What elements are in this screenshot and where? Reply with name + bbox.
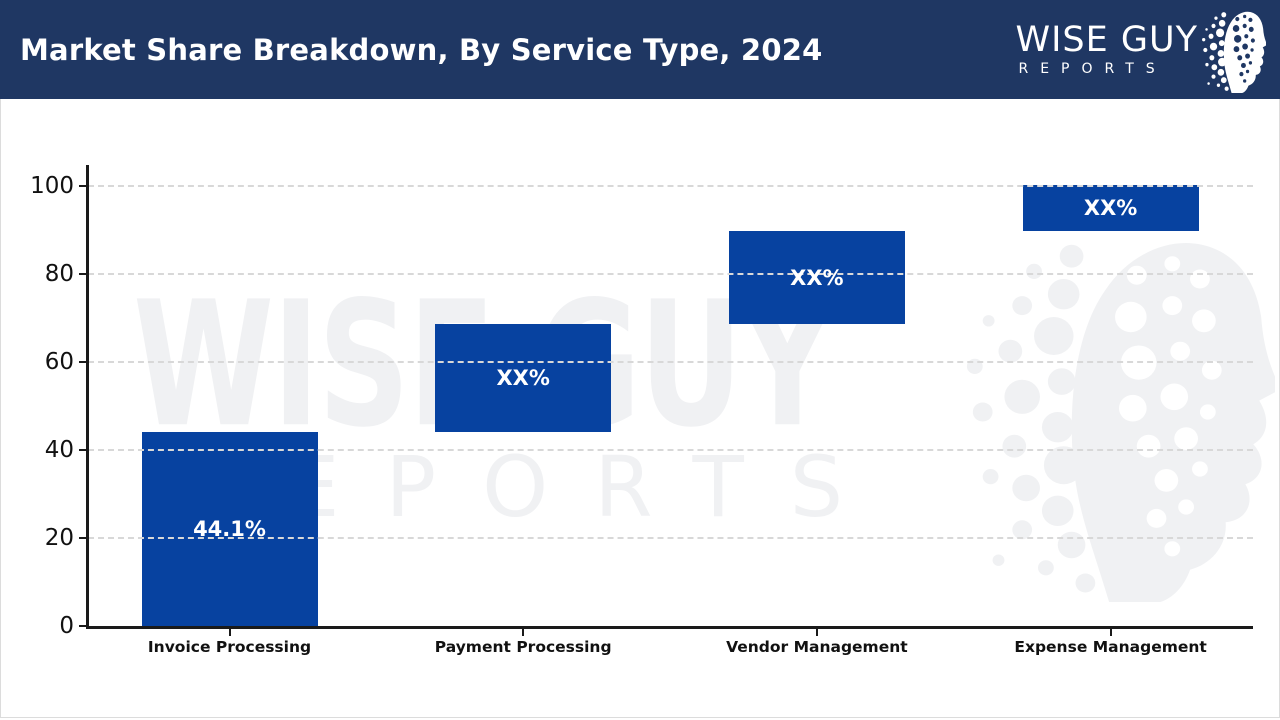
x-tick-mark [228, 628, 231, 636]
y-axis-line [86, 165, 89, 628]
wiseguy-face-icon [1202, 11, 1266, 93]
x-axis-line [86, 626, 1253, 629]
y-tick-mark [79, 185, 87, 188]
bar-value-label: 44.1% [193, 516, 266, 541]
x-category-label: Vendor Management [726, 638, 908, 656]
x-category-label: Payment Processing [434, 638, 612, 656]
wiseguy-logo-text: WISE GUY REPORTS [1015, 22, 1198, 77]
bar-value-label: XX% [496, 366, 550, 391]
y-tick-label: 100 [30, 173, 74, 199]
y-tick-mark [79, 273, 87, 276]
y-tick-label: 40 [44, 437, 74, 463]
logo-wiseguy-label: WISE GUY [1015, 20, 1198, 60]
y-tick-mark [79, 625, 87, 628]
y-tick-label: 60 [44, 349, 74, 375]
x-tick-mark [522, 628, 525, 636]
bar-value-label: XX% [1083, 196, 1138, 220]
chart-title: Market Share Breakdown, By Service Type,… [20, 32, 823, 67]
header-band: Market Share Breakdown, By Service Type,… [0, 0, 1280, 99]
gridline-60 [88, 361, 1253, 363]
bar-invoice-processing [141, 431, 318, 626]
y-tick-mark [79, 449, 87, 452]
y-tick-label: 80 [44, 261, 74, 287]
x-category-label: Invoice Processing [147, 638, 312, 656]
y-tick-mark [79, 537, 87, 540]
gridline-40 [88, 449, 1253, 451]
y-tick-label: 0 [59, 613, 74, 639]
bar-vendor-management [728, 230, 905, 325]
y-tick-mark [79, 361, 87, 364]
bar-expense-management [1022, 185, 1199, 231]
x-tick-mark [1109, 628, 1112, 636]
gridline-80 [88, 273, 1253, 275]
bar-payment-processing [435, 324, 612, 432]
x-tick-mark [815, 628, 819, 636]
bar-value-label: XX% [790, 265, 844, 290]
wiseguy-logo: WISE GUY REPORTS [1015, 0, 1266, 99]
logo-reports-label: REPORTS [1018, 61, 1167, 77]
gridline-100 [88, 185, 1253, 187]
y-tick-label: 20 [44, 525, 74, 551]
gridline-20 [88, 537, 1253, 539]
x-category-label: Expense Management [1014, 638, 1207, 656]
